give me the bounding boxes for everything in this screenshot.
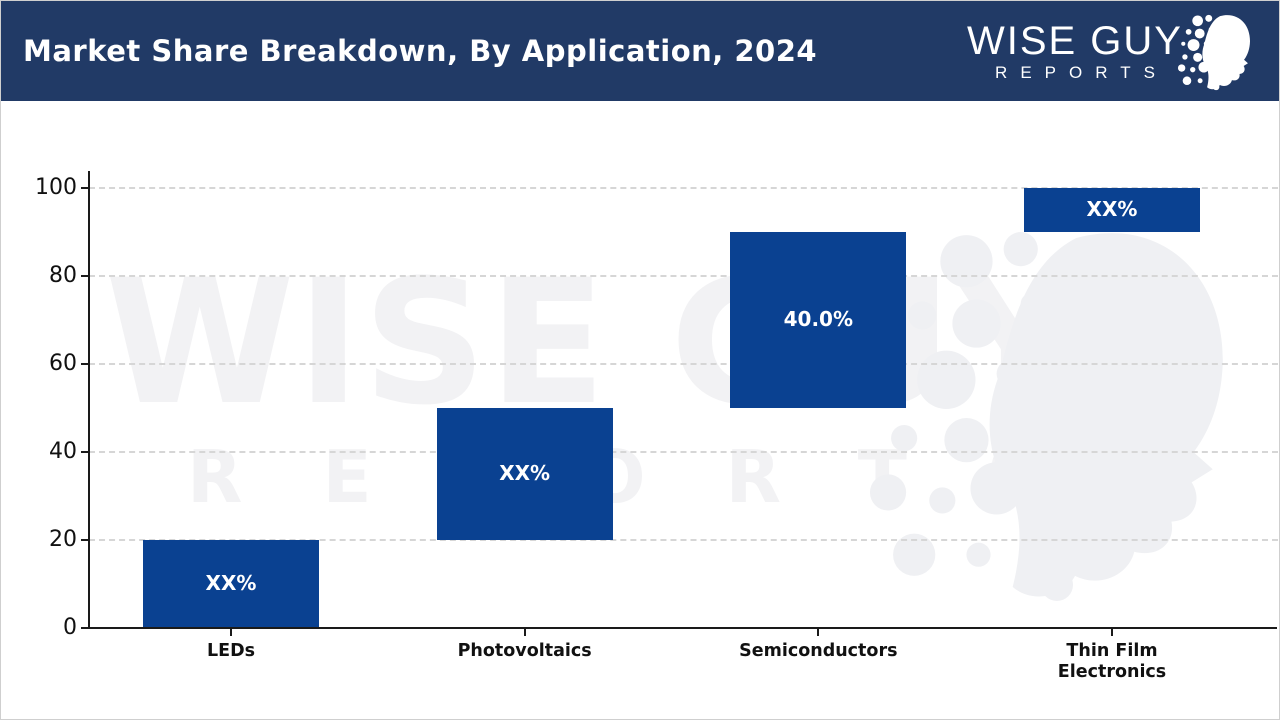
chart-title: Market Share Breakdown, By Application, … [23, 34, 818, 68]
watermark-text-primary: WISE GUY [105, 242, 1082, 443]
x-axis-tick [523, 628, 526, 636]
bar-value-label: XX% [499, 461, 551, 485]
y-axis-tick-20 [81, 539, 89, 541]
x-axis-tick [817, 628, 820, 636]
y-axis-tick-60 [81, 363, 89, 365]
bar-value-label: 40.0% [783, 307, 854, 331]
gridline-20 [89, 539, 1278, 541]
gridline-40 [89, 451, 1278, 453]
x-axis-category-label: LEDs [206, 641, 256, 661]
bar-value-label: XX% [1086, 197, 1138, 221]
y-axis-tick-80 [81, 275, 89, 277]
x-axis-tick [1111, 628, 1113, 636]
logo-text: WISE GUY REPORTS [967, 21, 1183, 83]
y-axis-label-100: 100 [35, 175, 77, 200]
x-axis-category-label: Photovoltaics [457, 641, 592, 661]
gridline-60 [89, 363, 1278, 365]
y-axis-label-0: 0 [63, 615, 77, 640]
logo-primary-text: WISE GUY [966, 19, 1183, 63]
y-axis-label-60: 60 [49, 351, 77, 376]
wise-guy-reports-logo: WISE GUY REPORTS [967, 13, 1261, 91]
bar-segment [730, 232, 907, 408]
logo-secondary-text: REPORTS [995, 63, 1168, 82]
bar-segment [1024, 188, 1200, 232]
x-axis-category-label: Thin Film Electronics [1057, 641, 1167, 682]
bar-segment [436, 408, 613, 540]
y-axis-label-20: 20 [49, 527, 77, 552]
y-axis-tick-40 [81, 451, 89, 453]
y-axis-line [88, 171, 90, 629]
y-axis-tick-0 [81, 627, 89, 629]
gridline-80 [89, 275, 1278, 277]
x-axis-line [88, 627, 1277, 629]
y-axis-label-80: 80 [49, 263, 77, 288]
header-band: Market Share Breakdown, By Application, … [1, 1, 1279, 101]
bar-segment [143, 540, 319, 628]
logo-head-icon [1177, 14, 1250, 91]
gridline-100 [89, 187, 1278, 189]
x-axis-tick [230, 628, 232, 636]
watermark-head-logo [869, 232, 1223, 601]
bar-value-label: XX% [205, 571, 257, 595]
y-axis-label-40: 40 [49, 439, 77, 464]
y-axis-tick-100 [81, 187, 89, 189]
x-axis-category-label: Semiconductors [739, 641, 898, 661]
